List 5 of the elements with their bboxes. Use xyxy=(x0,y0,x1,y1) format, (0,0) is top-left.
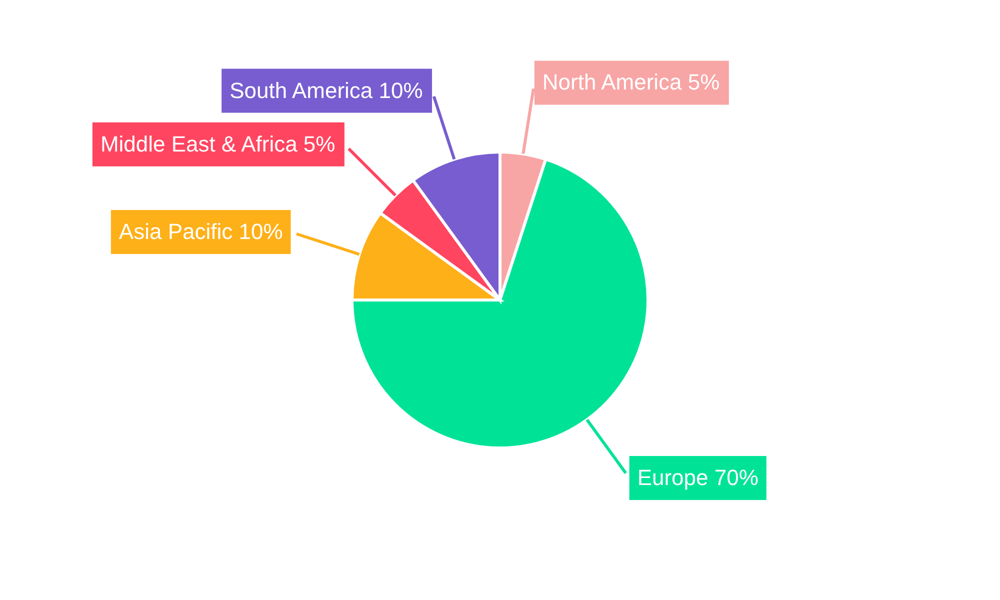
slice-label: South America 10% xyxy=(230,78,423,103)
slice-label: Europe 70% xyxy=(637,464,758,490)
slice-label: North America 5% xyxy=(542,70,720,95)
slice-label: Middle East & Africa 5% xyxy=(100,131,336,156)
slice-label: Asia Pacific 10% xyxy=(118,219,283,244)
